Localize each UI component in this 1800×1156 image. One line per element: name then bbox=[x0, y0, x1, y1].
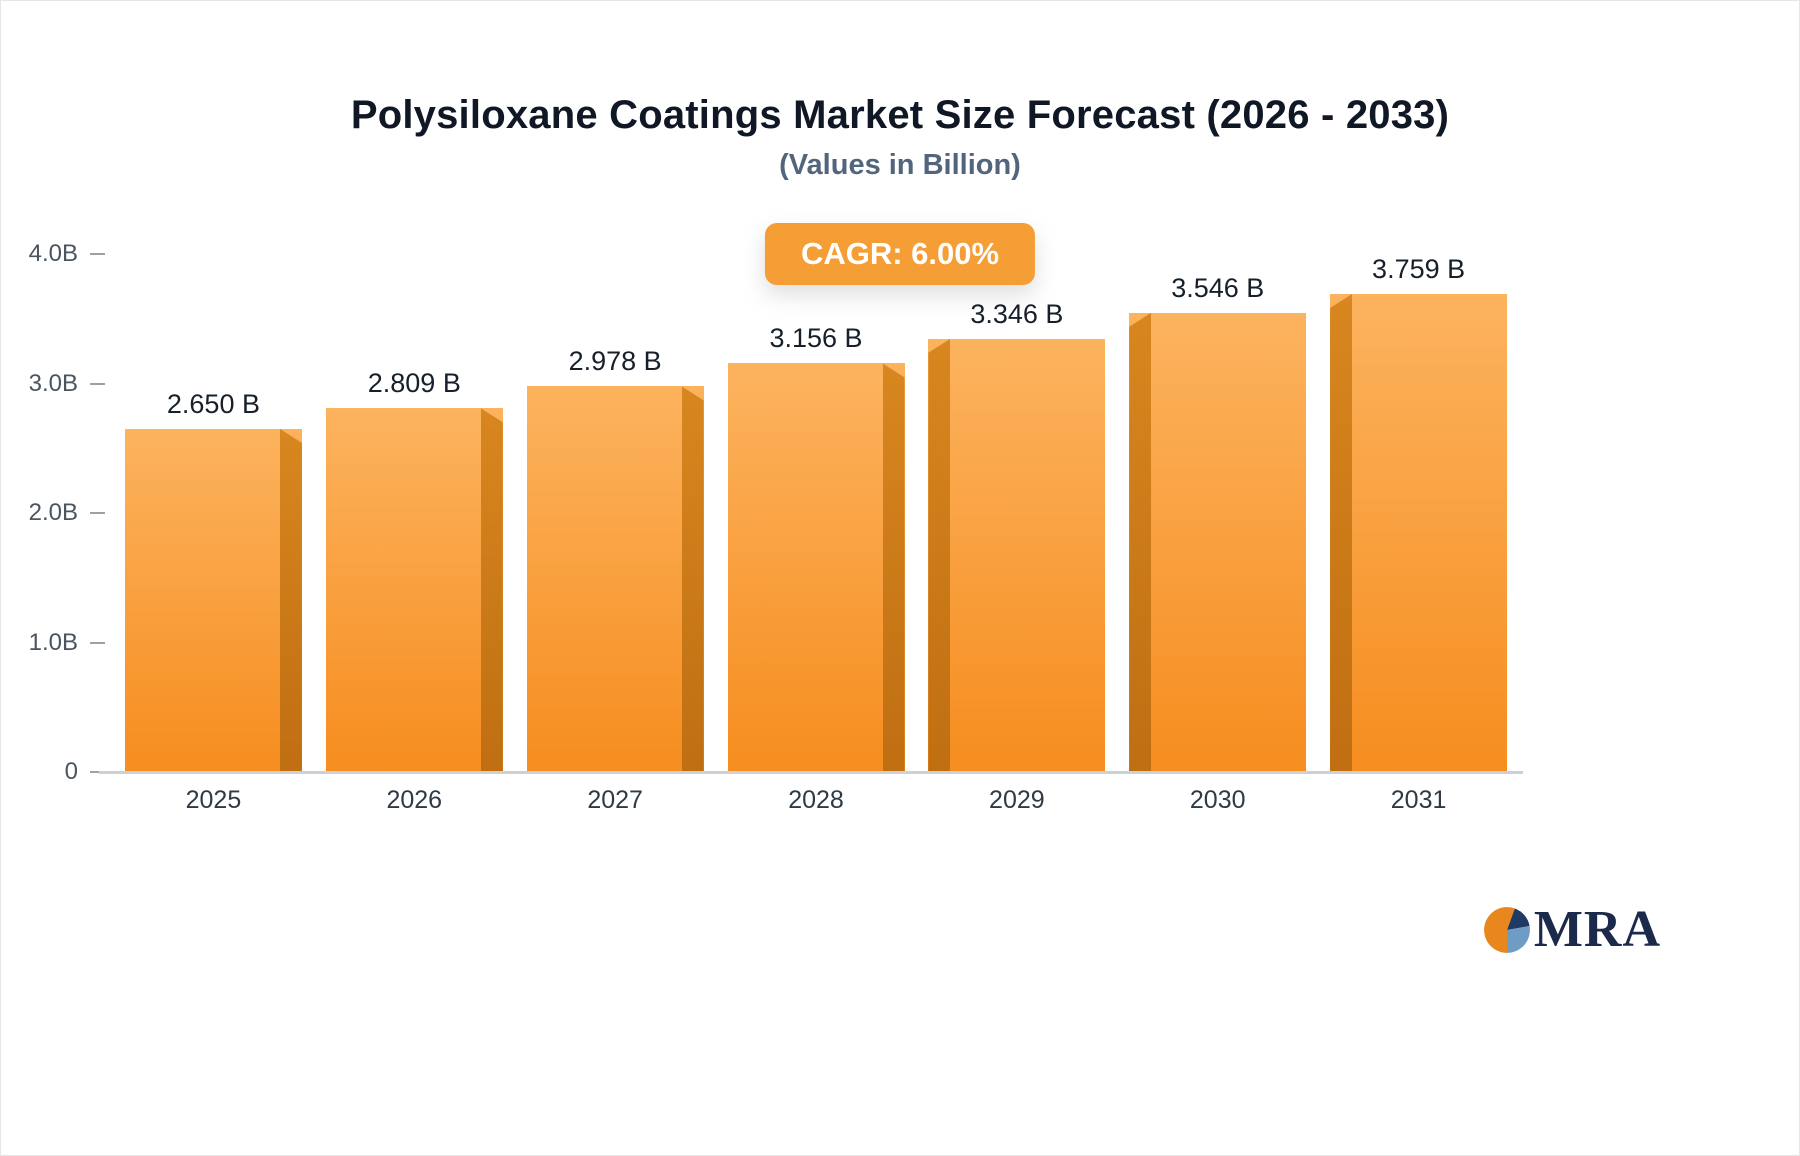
y-tick-label: 4.0B bbox=[28, 240, 78, 267]
bar-value-label: 2.809 B bbox=[367, 368, 461, 399]
bars-container: 2.650 B 2.809 B 2.978 B 3.156 B 3.346 B 3.546… bbox=[113, 254, 1519, 772]
chart-subtitle: (Values in Billion) bbox=[779, 149, 1021, 181]
bar-2027 bbox=[526, 386, 704, 772]
bar-3d-edge bbox=[279, 428, 302, 772]
brand-logo: MRA bbox=[1482, 900, 1661, 959]
bar-slot: 2.809 B bbox=[314, 254, 515, 772]
x-tick-label: 2026 bbox=[386, 786, 443, 814]
bar-slot: 3.546 B bbox=[1117, 254, 1318, 772]
x-tick-label: 2028 bbox=[788, 786, 844, 814]
y-tick-mark bbox=[90, 512, 105, 514]
bar-2030 bbox=[1129, 312, 1307, 772]
plot-area: 0 1.0B 2.0B 3.0B 4.0B 2.650 B 2.809 B 2.978 B 3… bbox=[1, 240, 1799, 814]
y-tick-label: 1.0B bbox=[28, 628, 78, 656]
bar-3d-edge bbox=[1129, 312, 1152, 772]
bar-value-label: 2.978 B bbox=[568, 346, 662, 377]
bar-3d-edge bbox=[1330, 294, 1353, 772]
bar-slot: 3.346 B bbox=[916, 254, 1117, 772]
x-axis-labels: 2025 2026 2027 2028 2029 2030 2031 bbox=[113, 786, 1519, 815]
bar-slot: 2.978 B bbox=[515, 254, 716, 772]
y-tick: 3.0B bbox=[29, 370, 105, 398]
x-tick-label: 2029 bbox=[989, 786, 1045, 814]
bar-slot: 2.650 B bbox=[113, 254, 314, 772]
bar-value-label: 3.759 B bbox=[1372, 254, 1466, 284]
x-tick-label: 2025 bbox=[185, 786, 242, 814]
bar-3d-edge bbox=[928, 338, 951, 772]
y-tick: 1.0B bbox=[29, 629, 105, 657]
y-tick-label: 3.0B bbox=[28, 369, 78, 397]
bar-3d-edge bbox=[480, 408, 503, 772]
bar-value-label: 3.346 B bbox=[970, 298, 1064, 329]
y-tick-label: 0 bbox=[64, 758, 78, 785]
x-tick-label: 2030 bbox=[1189, 786, 1246, 814]
y-tick-mark bbox=[90, 253, 105, 255]
chart-title: Polysiloxane Coatings Market Size Foreca… bbox=[350, 93, 1450, 137]
bar-2026 bbox=[325, 408, 503, 772]
bar-value-label: 3.156 B bbox=[769, 323, 863, 354]
bar-slot: 3.759 B bbox=[1318, 254, 1519, 772]
y-tick-mark bbox=[90, 382, 105, 385]
x-axis-line bbox=[99, 771, 1523, 774]
y-tick: 0 bbox=[65, 758, 105, 786]
bar-2029 bbox=[928, 338, 1106, 772]
bar-slot: 3.156 B bbox=[716, 254, 917, 772]
bar-2031 bbox=[1330, 294, 1508, 772]
bar-2025 bbox=[124, 428, 302, 772]
x-tick-label: 2031 bbox=[1390, 786, 1447, 814]
y-tick-mark bbox=[90, 641, 105, 644]
logo-text: MRA bbox=[1533, 901, 1661, 958]
y-axis: 0 1.0B 2.0B 3.0B 4.0B bbox=[1, 240, 105, 785]
y-tick-mark bbox=[90, 771, 105, 773]
y-tick-label: 2.0B bbox=[28, 499, 78, 526]
bar-value-label: 2.650 B bbox=[166, 388, 260, 419]
bar-3d-edge bbox=[882, 363, 905, 772]
y-tick: 4.0B bbox=[29, 240, 105, 268]
bar-3d-edge bbox=[681, 386, 704, 772]
bar-2028 bbox=[727, 363, 905, 772]
logo-pie-icon bbox=[1483, 906, 1530, 953]
x-tick-label: 2027 bbox=[587, 786, 643, 814]
cagr-badge: CAGR: 6.00% bbox=[764, 223, 1036, 285]
bar-value-label: 3.546 B bbox=[1171, 272, 1265, 303]
y-tick: 2.0B bbox=[29, 499, 105, 527]
